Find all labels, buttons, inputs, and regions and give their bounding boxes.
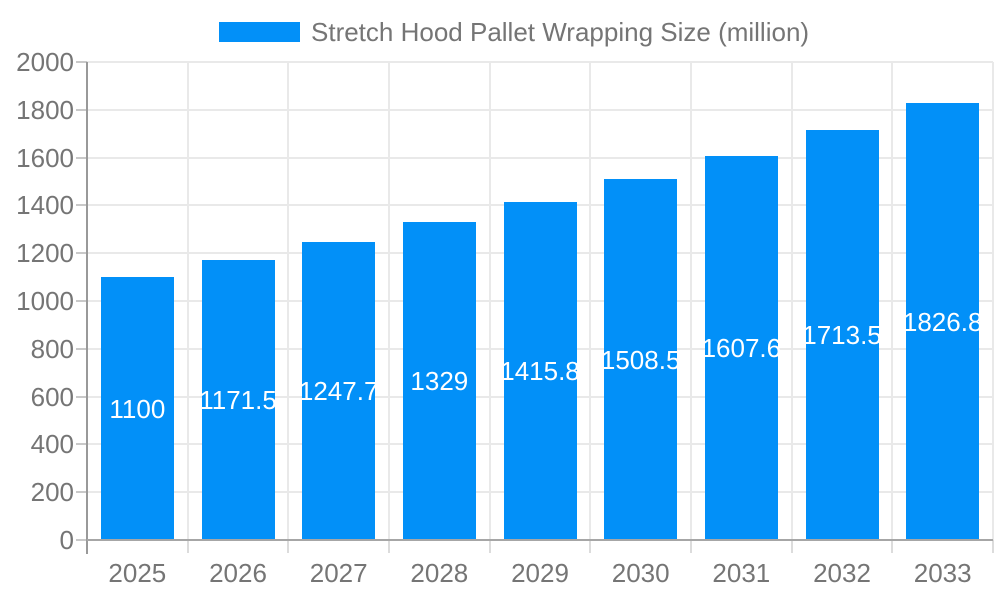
bar — [704, 155, 778, 540]
y-tick-label: 600 — [30, 381, 74, 412]
v-gridline — [186, 62, 189, 540]
bar — [100, 277, 174, 540]
x-tick-mark — [891, 540, 894, 553]
bar-value-label: 1713.5 — [802, 320, 882, 351]
y-tick-label: 1400 — [16, 190, 74, 221]
plot-area: 1100 1171.5 1247.7 1329 1415.8 1508.5 1607.6 17… — [87, 61, 994, 540]
bar — [503, 201, 577, 540]
y-tick-mark — [76, 491, 87, 494]
y-tick-mark — [76, 204, 87, 207]
v-gridline — [488, 62, 491, 540]
y-tick-label: 1800 — [16, 94, 74, 125]
bar-value-label: 1415.8 — [500, 355, 580, 386]
y-tick-mark — [76, 252, 87, 255]
bar-value-label: 1508.5 — [600, 344, 681, 375]
x-tick-mark — [488, 540, 491, 553]
v-gridline — [891, 62, 894, 540]
x-tick-label: 2030 — [611, 558, 670, 588]
x-tick-label: 2026 — [209, 558, 267, 588]
bar — [906, 103, 980, 540]
x-tick-label: 2028 — [410, 558, 469, 588]
x-tick-label: 2027 — [309, 558, 368, 588]
x-tick-label: 2032 — [813, 558, 871, 588]
y-tick-mark — [76, 61, 87, 63]
y-tick-mark — [76, 108, 87, 111]
y-tick-mark — [76, 300, 87, 302]
x-tick-label: 2033 — [913, 558, 972, 588]
bar — [604, 179, 678, 540]
bar-value-label: 1247.7 — [298, 375, 379, 406]
x-tick-label: 2025 — [108, 558, 167, 588]
y-tick-label: 800 — [30, 333, 74, 364]
legend-swatch — [219, 22, 300, 42]
y-tick-label: 0 — [59, 525, 74, 555]
bar — [201, 260, 275, 540]
h-gridline — [87, 108, 993, 111]
bar — [402, 222, 476, 540]
x-tick-label: 2031 — [712, 558, 771, 588]
y-tick-mark — [76, 443, 87, 446]
v-gridline — [287, 62, 290, 540]
v-gridline — [690, 62, 692, 540]
y-tick-label: 2000 — [16, 47, 74, 77]
bar — [302, 241, 376, 540]
bar-value-label: 1171.5 — [199, 385, 277, 415]
x-tick-mark — [287, 540, 290, 553]
bar-value-label: 1100 — [109, 393, 166, 424]
x-axis-line — [87, 539, 993, 541]
x-tick-mark — [388, 540, 390, 553]
x-tick-mark — [992, 540, 994, 553]
y-tick-mark — [76, 395, 87, 398]
legend: Stretch Hood Pallet Wrapping Size (milli… — [219, 16, 809, 48]
y-tick-label: 1000 — [16, 286, 74, 316]
bar-value-label: 1329 — [410, 366, 469, 397]
bar — [805, 130, 879, 540]
y-tick-label: 1200 — [16, 238, 74, 269]
y-tick-label: 1600 — [16, 142, 74, 173]
v-gridline — [388, 62, 390, 540]
y-tick-mark — [76, 156, 87, 159]
v-gridline — [589, 62, 592, 540]
x-tick-mark — [589, 540, 592, 553]
bar-value-label: 1826.8 — [902, 306, 983, 337]
y-axis-line — [86, 62, 88, 554]
v-gridline — [992, 62, 994, 540]
y-tick-mark — [76, 347, 87, 350]
bar-value-label: 1607.6 — [701, 332, 782, 363]
h-gridline — [87, 61, 993, 63]
y-tick-mark — [76, 539, 87, 541]
legend-label: Stretch Hood Pallet Wrapping Size (milli… — [311, 17, 810, 47]
x-tick-mark — [186, 540, 189, 553]
y-tick-label: 400 — [30, 429, 74, 460]
h-gridline — [87, 156, 993, 159]
y-tick-label: 200 — [30, 477, 74, 508]
v-gridline — [790, 62, 793, 540]
x-tick-mark — [690, 540, 692, 553]
x-tick-mark — [790, 540, 793, 553]
x-tick-label: 2029 — [511, 558, 569, 588]
